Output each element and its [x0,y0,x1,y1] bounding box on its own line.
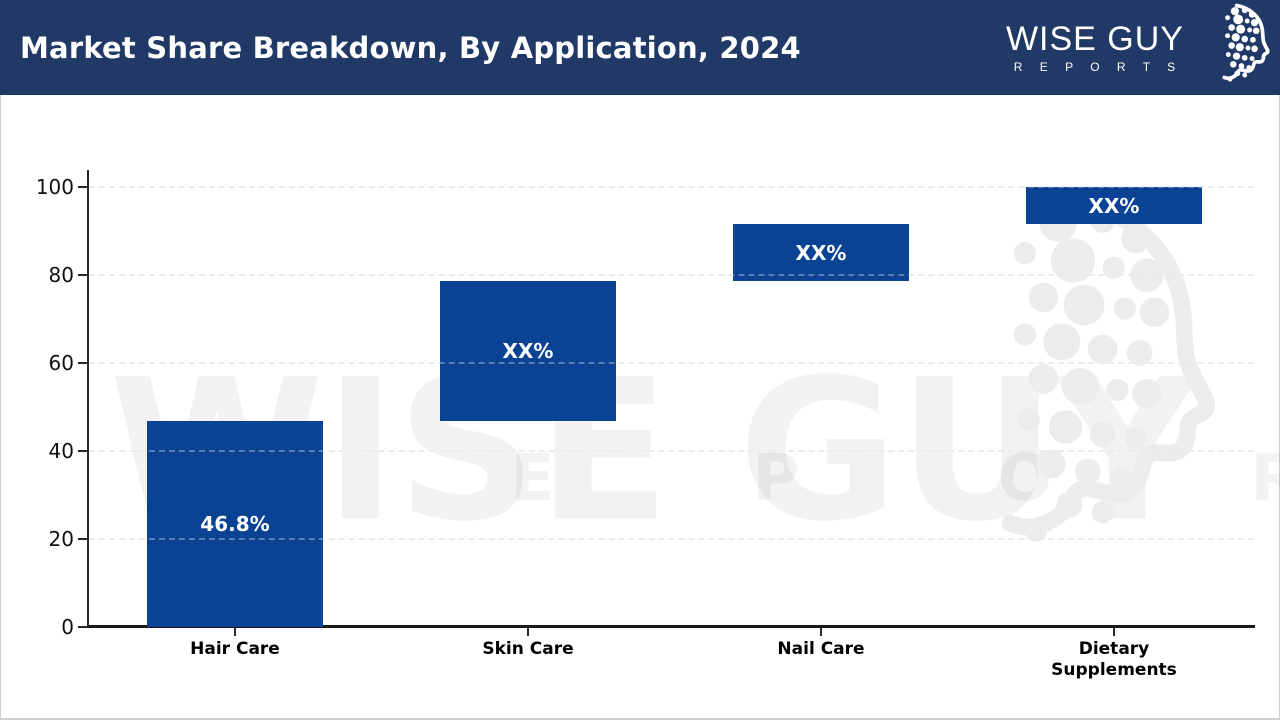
x-tick-label: Dietary Supplements [1051,639,1177,680]
bar-value-label: XX% [1088,193,1140,218]
logo-wordmark: WISE GUY [1005,19,1184,58]
y-tick-label: 60 [48,351,74,375]
x-tick [1113,628,1115,636]
x-axis-line [87,625,1255,628]
y-tick [78,626,87,628]
x-tick-label: Skin Care [482,639,574,659]
y-tick [78,186,87,188]
logo-subtext: R E P O R T S [1013,59,1183,74]
gridline-overlay [89,538,1254,540]
y-axis-line [87,170,89,628]
y-tick [78,450,87,452]
y-tick [78,362,87,364]
gridline [89,186,1254,188]
y-tick-label: 20 [48,527,74,551]
bar-value-label: XX% [795,240,847,265]
x-tick-label: Nail Care [777,639,865,659]
bar-dietary-supplements: XX% [1026,187,1202,225]
gridline [89,538,1254,540]
y-tick-label: 100 [35,175,74,199]
chart-title: Market Share Breakdown, By Application, … [20,30,801,65]
y-tick-label: 80 [48,263,74,287]
x-tick [820,628,822,636]
gridline [89,274,1254,276]
gridline-overlay [89,362,1254,364]
y-tick-label: 0 [61,615,74,639]
gridline [89,450,1254,452]
x-tick-label: Hair Care [190,639,280,659]
logo: WISE GUY R E P O R T S [1006,0,1272,95]
logo-text: WISE GUY R E P O R T S [1006,22,1184,74]
gridline-overlay [89,274,1254,276]
x-tick [527,628,529,636]
gridline-overlay [89,450,1254,452]
x-tick [234,628,236,636]
bar-nail-care: XX% [733,224,909,282]
gridline-overlay [89,186,1254,188]
gridline [89,362,1254,364]
y-tick [78,538,87,540]
bar-value-label: 46.8% [200,512,270,537]
y-tick-label: 40 [48,439,74,463]
header: Market Share Breakdown, By Application, … [0,0,1280,95]
bar-value-label: XX% [502,339,554,364]
bar-hair-care: 46.8% [147,421,323,627]
dotted-profile-face-icon [1222,3,1270,83]
bar-skin-care: XX% [440,281,616,422]
y-tick [78,274,87,276]
